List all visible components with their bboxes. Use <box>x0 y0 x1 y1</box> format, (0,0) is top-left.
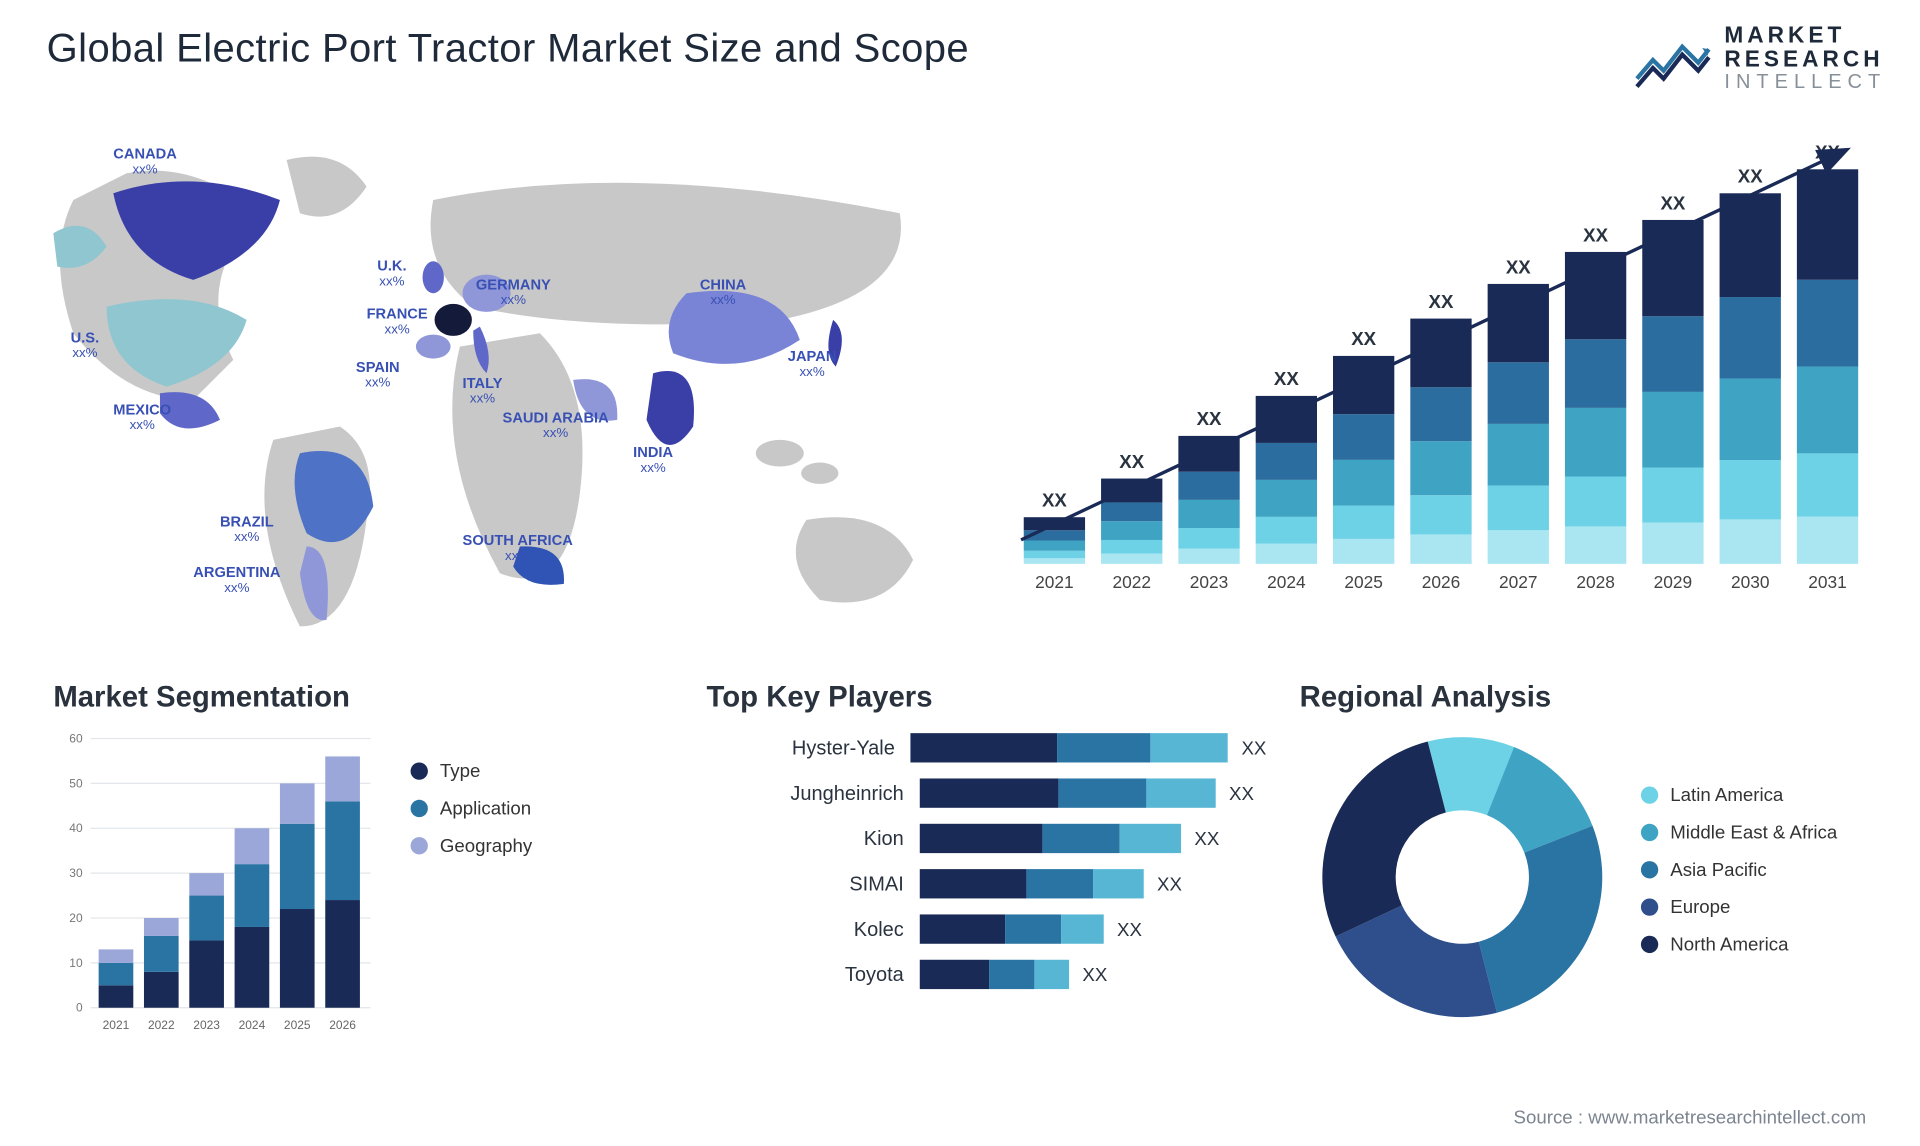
player-bar <box>920 869 1144 898</box>
svg-text:XX: XX <box>1738 166 1763 187</box>
player-row: Toyota XX <box>760 957 1267 992</box>
svg-text:XX: XX <box>1119 451 1144 472</box>
svg-text:2021: 2021 <box>103 1018 130 1032</box>
brand-logo: MARKET RESEARCH INTELLECT <box>1634 24 1886 93</box>
logo-text-3: INTELLECT <box>1724 72 1886 93</box>
svg-text:XX: XX <box>1429 291 1454 312</box>
map-label: FRANCExx% <box>367 307 428 338</box>
svg-text:XX: XX <box>1351 328 1376 349</box>
logo-text-1: MARKET <box>1724 24 1886 48</box>
legend-item: Latin America <box>1641 784 1837 805</box>
svg-text:20: 20 <box>69 911 83 925</box>
map-label: ARGENTINAxx% <box>193 565 280 596</box>
svg-text:2026: 2026 <box>329 1018 356 1032</box>
player-value: XX <box>1082 964 1107 985</box>
player-value: XX <box>1229 782 1254 803</box>
segmentation-section: Market Segmentation 0 10 20 30 40 50 60 2021 202… <box>53 680 600 1067</box>
regional-legend: Latin America Middle East & Africa Asia Pa… <box>1641 784 1837 971</box>
svg-text:2029: 2029 <box>1654 572 1693 592</box>
player-bar <box>920 824 1181 853</box>
map-label: GERMANYxx% <box>476 277 551 308</box>
svg-text:2028: 2028 <box>1576 572 1615 592</box>
svg-text:2026: 2026 <box>1422 572 1461 592</box>
svg-text:60: 60 <box>69 731 83 745</box>
player-name: Toyota <box>760 963 920 986</box>
player-name: SIMAI <box>760 872 920 895</box>
player-row: Hyster-Yale XX <box>760 730 1267 765</box>
player-name: Jungheinrich <box>760 782 920 805</box>
player-value: XX <box>1117 918 1142 939</box>
svg-text:XX: XX <box>1660 192 1685 213</box>
logo-mark-icon <box>1634 28 1711 89</box>
svg-text:2025: 2025 <box>1344 572 1383 592</box>
svg-text:2022: 2022 <box>1112 572 1151 592</box>
map-label: ITALYxx% <box>463 376 503 407</box>
svg-text:2031: 2031 <box>1808 572 1847 592</box>
growth-bar-chart: XX 2021 XX 2022 XX 2023 XX 2024 XX 2025 XX 2026 XX 20… <box>1013 140 1879 633</box>
regional-title: Regional Analysis <box>1300 680 1873 715</box>
map-label: MEXICOxx% <box>113 403 171 434</box>
legend-item: North America <box>1641 933 1837 954</box>
svg-text:XX: XX <box>1274 368 1299 389</box>
map-label: BRAZILxx% <box>220 515 274 546</box>
segmentation-legend: Type Application Geography <box>411 760 533 872</box>
svg-text:XX: XX <box>1042 490 1067 511</box>
svg-text:2023: 2023 <box>193 1018 220 1032</box>
player-name: Kion <box>760 827 920 850</box>
map-label: U.S.xx% <box>71 331 100 362</box>
map-label: SAUDI ARABIAxx% <box>503 411 609 442</box>
segmentation-title: Market Segmentation <box>53 680 600 715</box>
legend-item: Europe <box>1641 896 1837 917</box>
player-name: Kolec <box>760 918 920 941</box>
svg-text:2024: 2024 <box>1267 572 1306 592</box>
legend-item: Asia Pacific <box>1641 858 1837 879</box>
svg-text:30: 30 <box>69 866 83 880</box>
map-label: JAPANxx% <box>788 349 837 380</box>
player-row: Kion XX <box>760 821 1267 856</box>
source-attribution: Source : www.marketresearchintellect.com <box>1514 1106 1867 1127</box>
svg-text:2027: 2027 <box>1499 572 1538 592</box>
map-label: SPAINxx% <box>356 360 400 391</box>
svg-text:2030: 2030 <box>1731 572 1770 592</box>
svg-text:XX: XX <box>1583 224 1608 245</box>
svg-text:2024: 2024 <box>239 1018 266 1032</box>
world-map: CANADAxx% U.S.xx% MEXICOxx% BRAZILxx% ARGENT… <box>33 120 966 653</box>
player-row: Kolec XX <box>760 912 1267 947</box>
svg-text:50: 50 <box>69 776 83 790</box>
player-bar <box>920 914 1104 943</box>
player-row: Jungheinrich XX <box>760 776 1267 811</box>
player-value: XX <box>1157 873 1182 894</box>
svg-text:10: 10 <box>69 956 83 970</box>
map-label: CHINAxx% <box>700 277 746 308</box>
player-value: XX <box>1194 828 1219 849</box>
svg-text:0: 0 <box>76 1001 83 1015</box>
svg-text:2021: 2021 <box>1035 572 1074 592</box>
map-label: U.K.xx% <box>377 259 406 290</box>
legend-item: Middle East & Africa <box>1641 821 1837 842</box>
player-bar <box>920 960 1069 989</box>
player-bar <box>911 733 1228 762</box>
svg-text:2022: 2022 <box>148 1018 175 1032</box>
svg-text:XX: XX <box>1506 256 1531 277</box>
players-section: Top Key Players Hyster-YaleXXJungheinric… <box>706 680 1266 1067</box>
logo-text-2: RESEARCH <box>1724 48 1886 72</box>
svg-text:40: 40 <box>69 821 83 835</box>
regional-donut-chart <box>1316 730 1609 1023</box>
legend-item: Geography <box>411 834 533 855</box>
players-title: Top Key Players <box>706 680 1266 715</box>
svg-text:2025: 2025 <box>284 1018 311 1032</box>
player-value: XX <box>1241 737 1266 758</box>
player-row: SIMAI XX <box>760 866 1267 901</box>
page-title: Global Electric Port Tractor Market Size… <box>47 27 969 72</box>
legend-item: Application <box>411 797 533 818</box>
player-name: Hyster-Yale <box>760 736 911 759</box>
svg-text:2023: 2023 <box>1190 572 1229 592</box>
player-bar <box>920 778 1216 807</box>
map-label: INDIAxx% <box>633 445 673 476</box>
map-label: CANADAxx% <box>113 147 177 178</box>
legend-item: Type <box>411 760 533 781</box>
regional-section: Regional Analysis Latin America Middle Ea… <box>1300 680 1873 1067</box>
map-label: SOUTH AFRICAxx% <box>463 533 573 564</box>
svg-text:XX: XX <box>1197 408 1222 429</box>
